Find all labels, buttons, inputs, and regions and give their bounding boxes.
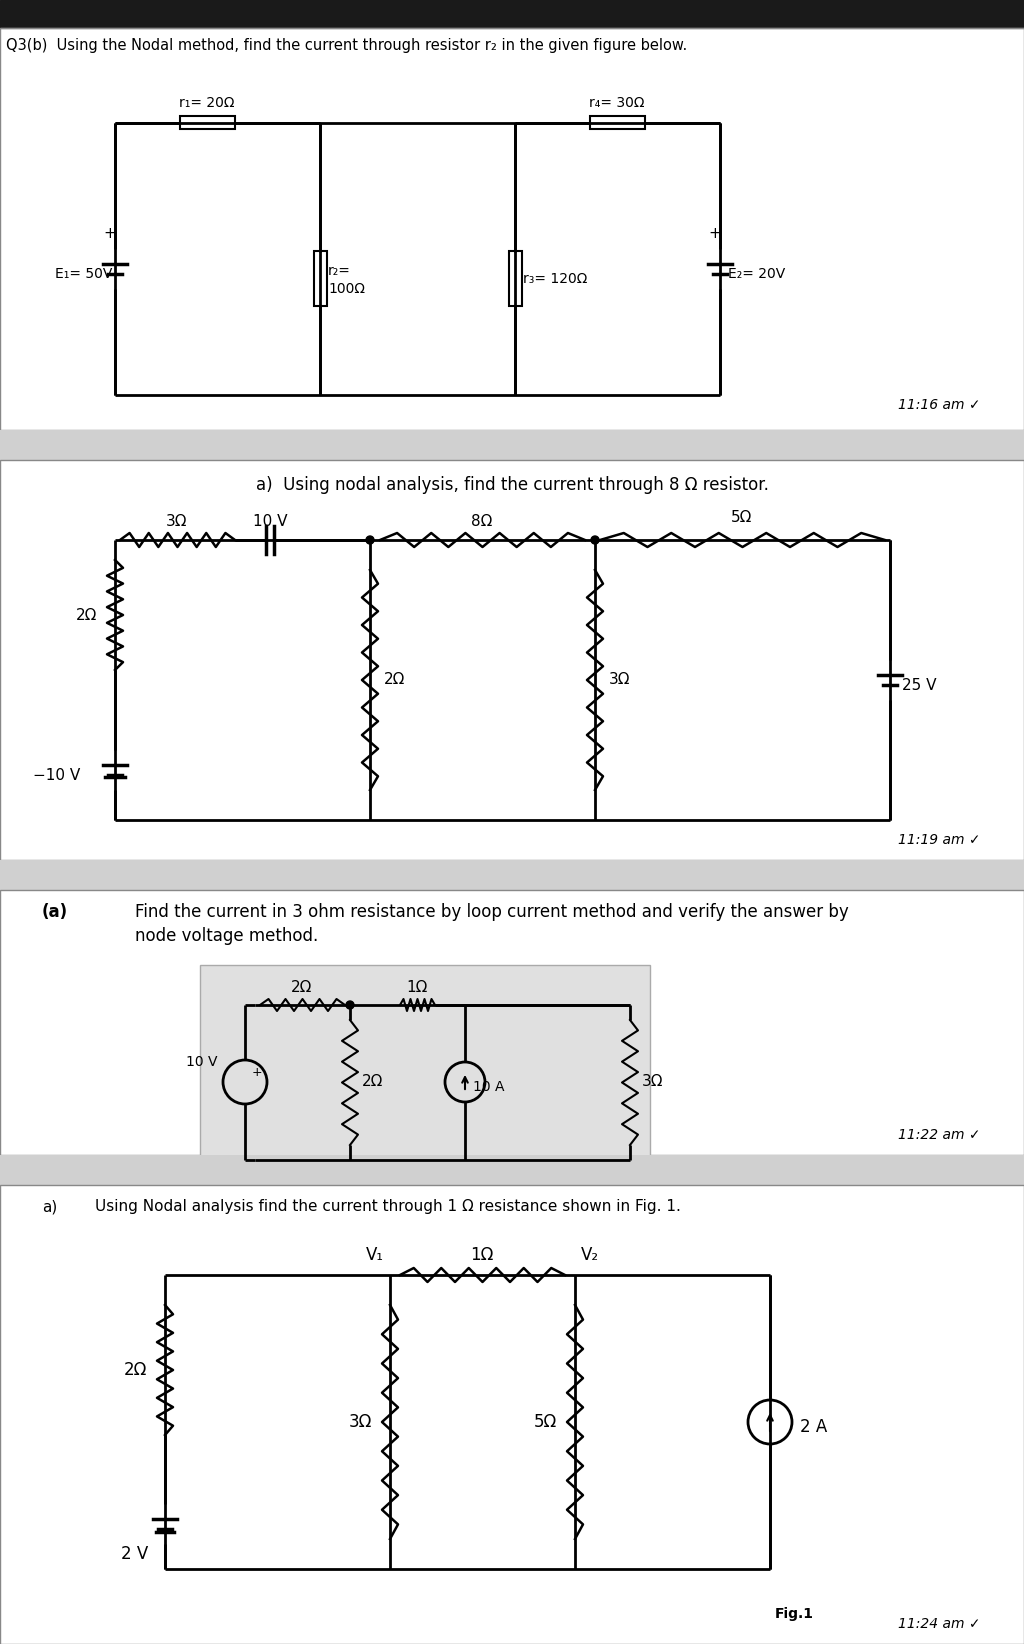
Text: 11:24 am ✓: 11:24 am ✓: [897, 1618, 980, 1631]
Text: 10 V: 10 V: [253, 515, 288, 529]
Text: 100Ω: 100Ω: [328, 283, 365, 296]
Bar: [0, 460, 1024, 860]
Text: E₂= 20V: E₂= 20V: [728, 266, 785, 281]
Text: 5Ω: 5Ω: [731, 511, 753, 526]
Text: +: +: [252, 1065, 262, 1078]
Text: 11:16 am ✓: 11:16 am ✓: [897, 398, 980, 413]
Text: 2Ω: 2Ω: [77, 608, 97, 623]
Text: 2Ω: 2Ω: [291, 980, 312, 995]
Text: 11:22 am ✓: 11:22 am ✓: [897, 1128, 980, 1143]
Text: r₄= 30Ω: r₄= 30Ω: [589, 95, 645, 110]
Bar: [509, 252, 521, 306]
Text: 2 A: 2 A: [800, 1419, 827, 1435]
Text: 8Ω: 8Ω: [471, 515, 493, 529]
Text: Using Nodal analysis find the current through 1 Ω resistance shown in Fig. 1.: Using Nodal analysis find the current th…: [95, 1200, 681, 1215]
Bar: [0, 431, 1024, 460]
Text: E₁= 50V: E₁= 50V: [55, 266, 113, 281]
Bar: [590, 117, 644, 130]
Bar: [0, 28, 1024, 431]
Text: 1Ω: 1Ω: [407, 980, 428, 995]
Text: (a): (a): [42, 903, 69, 921]
Text: Q3(b)  Using the Nodal method, find the current through resistor r₂ in the given: Q3(b) Using the Nodal method, find the c…: [6, 38, 687, 54]
Bar: [0, 1156, 1024, 1185]
Text: V₂: V₂: [581, 1246, 599, 1264]
Text: a)  Using nodal analysis, find the current through 8 Ω resistor.: a) Using nodal analysis, find the curren…: [256, 477, 768, 493]
Text: Fig.1: Fig.1: [775, 1606, 814, 1621]
Text: 2Ω: 2Ω: [123, 1361, 146, 1379]
Text: 3Ω: 3Ω: [166, 515, 187, 529]
Circle shape: [346, 1001, 354, 1009]
Text: 3Ω: 3Ω: [348, 1412, 372, 1430]
Text: 2Ω: 2Ω: [362, 1075, 383, 1090]
Text: 3Ω: 3Ω: [642, 1075, 664, 1090]
Text: 1Ω: 1Ω: [470, 1246, 494, 1264]
Text: 11:19 am ✓: 11:19 am ✓: [897, 834, 980, 847]
Bar: [313, 252, 327, 306]
Text: node voltage method.: node voltage method.: [135, 927, 318, 945]
Bar: [200, 965, 650, 1185]
Text: 10 A: 10 A: [473, 1080, 505, 1093]
Bar: [0, 860, 1024, 889]
Text: V₁: V₁: [366, 1246, 384, 1264]
Text: r₂=: r₂=: [328, 265, 351, 278]
Bar: [0, 0, 1024, 28]
Bar: [179, 117, 234, 130]
Bar: [0, 1185, 1024, 1644]
Circle shape: [591, 536, 599, 544]
Text: 25 V: 25 V: [902, 677, 937, 692]
Circle shape: [366, 536, 374, 544]
Text: r₃= 120Ω: r₃= 120Ω: [523, 271, 588, 286]
Text: a): a): [42, 1200, 57, 1215]
Text: 2 V: 2 V: [122, 1545, 148, 1563]
Text: r₁= 20Ω: r₁= 20Ω: [179, 95, 234, 110]
Text: 10 V: 10 V: [185, 1055, 217, 1069]
Text: 2Ω: 2Ω: [384, 672, 406, 687]
Text: 3Ω: 3Ω: [609, 672, 631, 687]
Text: Find the current in 3 ohm resistance by loop current method and verify the answe: Find the current in 3 ohm resistance by …: [135, 903, 849, 921]
Text: −10 V: −10 V: [33, 768, 80, 783]
Text: 5Ω: 5Ω: [534, 1412, 557, 1430]
Text: +: +: [103, 227, 117, 242]
Bar: [0, 889, 1024, 1156]
Text: +: +: [709, 227, 721, 242]
